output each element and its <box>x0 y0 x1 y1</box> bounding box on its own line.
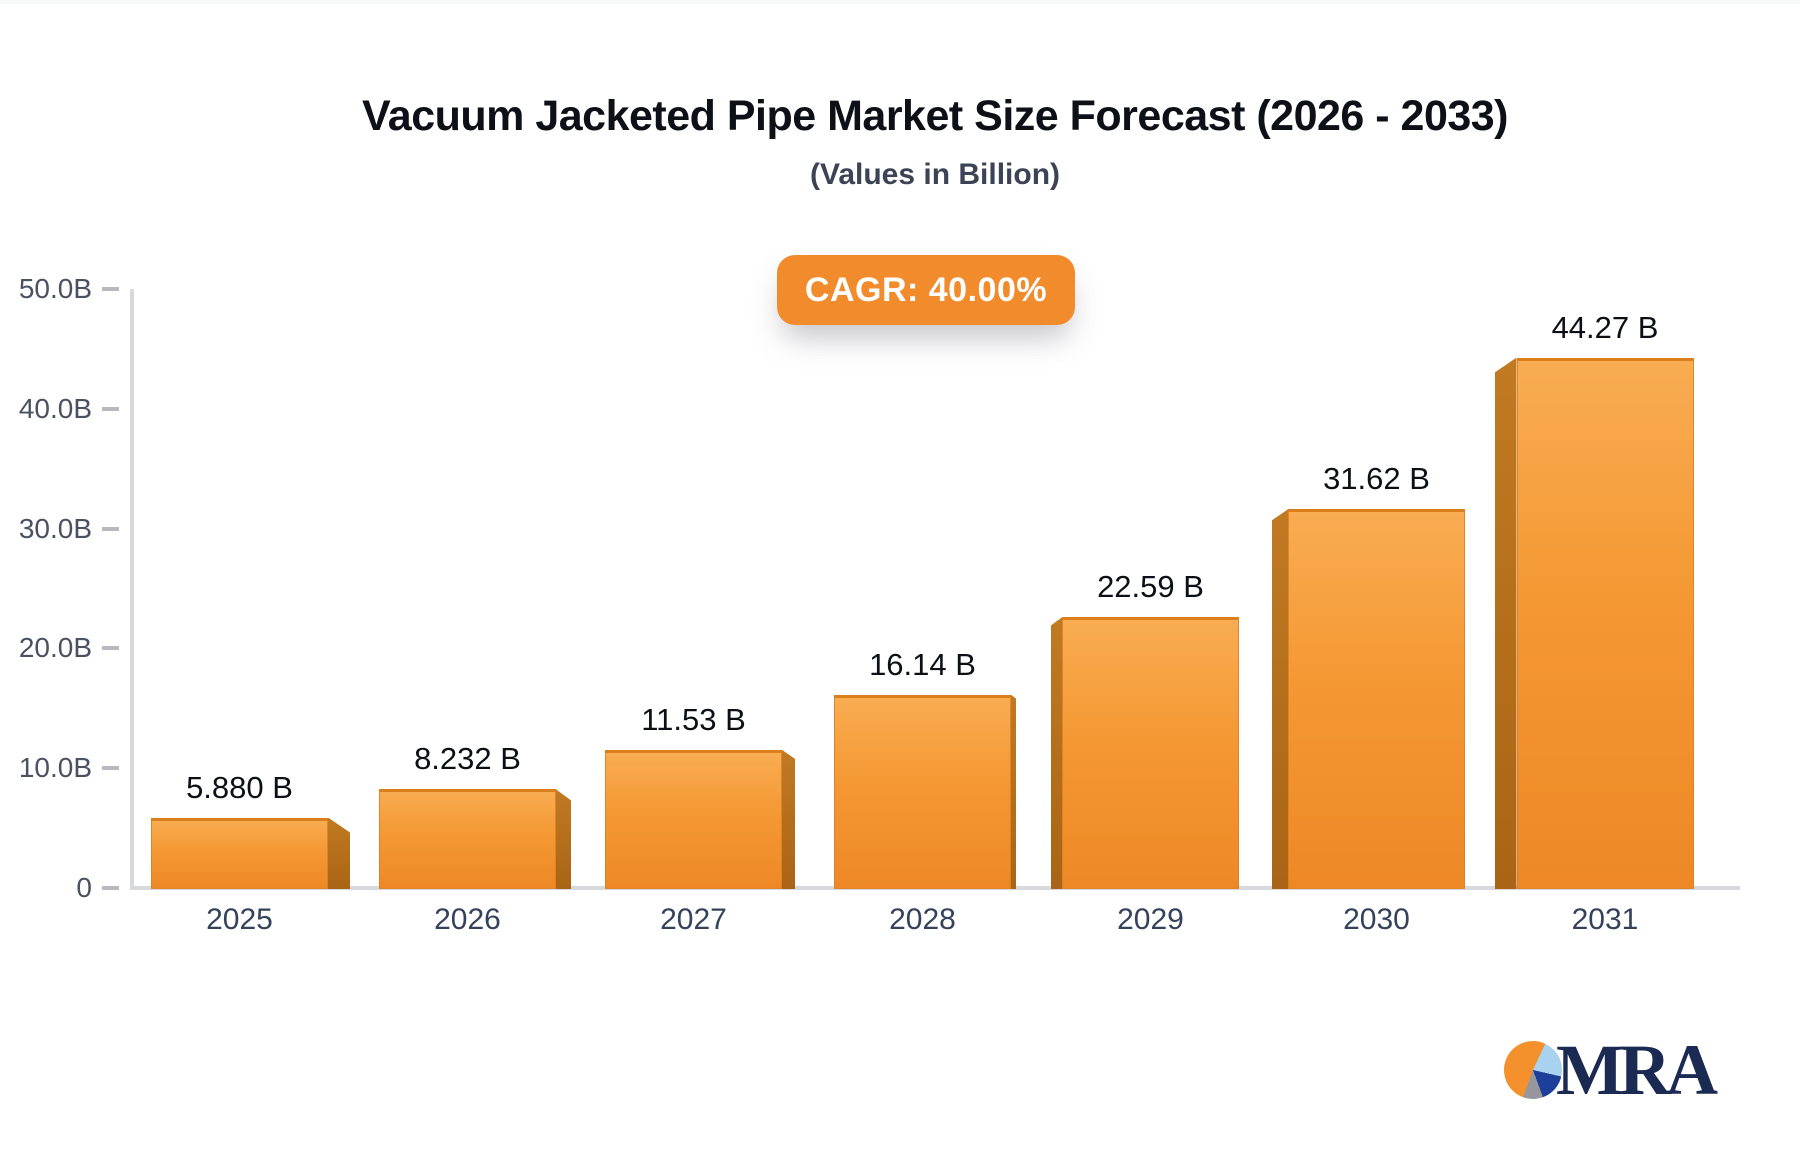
y-axis-tick-label: 40.0B <box>18 392 92 424</box>
bar-2026 <box>379 789 556 889</box>
x-axis-label: 2030 <box>1343 903 1410 936</box>
x-axis-label: 2029 <box>1117 903 1184 936</box>
bar-value-label: 44.27 B <box>1551 309 1659 345</box>
y-axis-tick-label: 0 <box>76 872 92 903</box>
bar-2030 <box>1288 509 1465 889</box>
bar-side-3d <box>1011 694 1016 889</box>
bar-value-label: 8.232 B <box>414 741 521 777</box>
y-axis-tick-label: 30.0B <box>18 512 92 544</box>
brand-logo-text: MRA <box>1556 1030 1718 1110</box>
x-axis-label: 2026 <box>434 903 501 936</box>
bar-side-3d <box>556 789 571 889</box>
bar-2029 <box>1062 617 1239 889</box>
bar-value-label: 5.880 B <box>186 769 293 805</box>
bar-side-3d <box>1051 617 1062 889</box>
y-axis-tick-mark <box>102 287 119 291</box>
bar-side-3d <box>1272 509 1288 889</box>
y-axis-tick-label: 20.0B <box>18 632 92 664</box>
bar-value-label: 16.14 B <box>869 646 976 682</box>
y-axis-tick-mark <box>102 526 119 531</box>
x-axis-label: 2027 <box>660 903 727 936</box>
chart-title: Vacuum Jacketed Pipe Market Size Forecas… <box>361 92 1509 140</box>
x-axis-label: 2025 <box>206 903 273 936</box>
bar-2031 <box>1516 357 1694 889</box>
bar-value-label: 31.62 B <box>1323 461 1430 497</box>
chart-header: Vacuum Jacketed Pipe Market Size Forecas… <box>130 0 1740 191</box>
y-axis-tick-mark <box>102 646 119 651</box>
bar-value-label: 11.53 B <box>641 701 746 737</box>
y-axis-tick-mark <box>102 766 119 771</box>
bar-2025 <box>151 817 328 889</box>
cagr-badge: CAGR: 40.00% <box>777 255 1075 325</box>
y-axis-tick-mark <box>102 406 119 411</box>
bar-2027 <box>605 749 782 889</box>
bar-value-label: 22.59 B <box>1097 569 1204 605</box>
bar-side-3d <box>782 749 795 889</box>
bar-side-3d <box>328 817 350 889</box>
chart-subtitle: (Values in Billion) <box>809 158 1061 191</box>
y-axis-tick-label: 50.0B <box>18 273 92 304</box>
y-axis-line <box>130 289 134 888</box>
x-axis-label: 2028 <box>889 903 956 936</box>
bar-side-3d <box>1494 357 1517 889</box>
x-axis-label: 2031 <box>1571 903 1639 936</box>
y-axis-tick-mark <box>102 886 119 890</box>
bar-2028 <box>834 694 1011 889</box>
pie-chart-logo-icon <box>1504 1041 1562 1099</box>
y-axis-tick-label: 10.0B <box>18 752 92 784</box>
top-edge-strip <box>0 0 1800 4</box>
